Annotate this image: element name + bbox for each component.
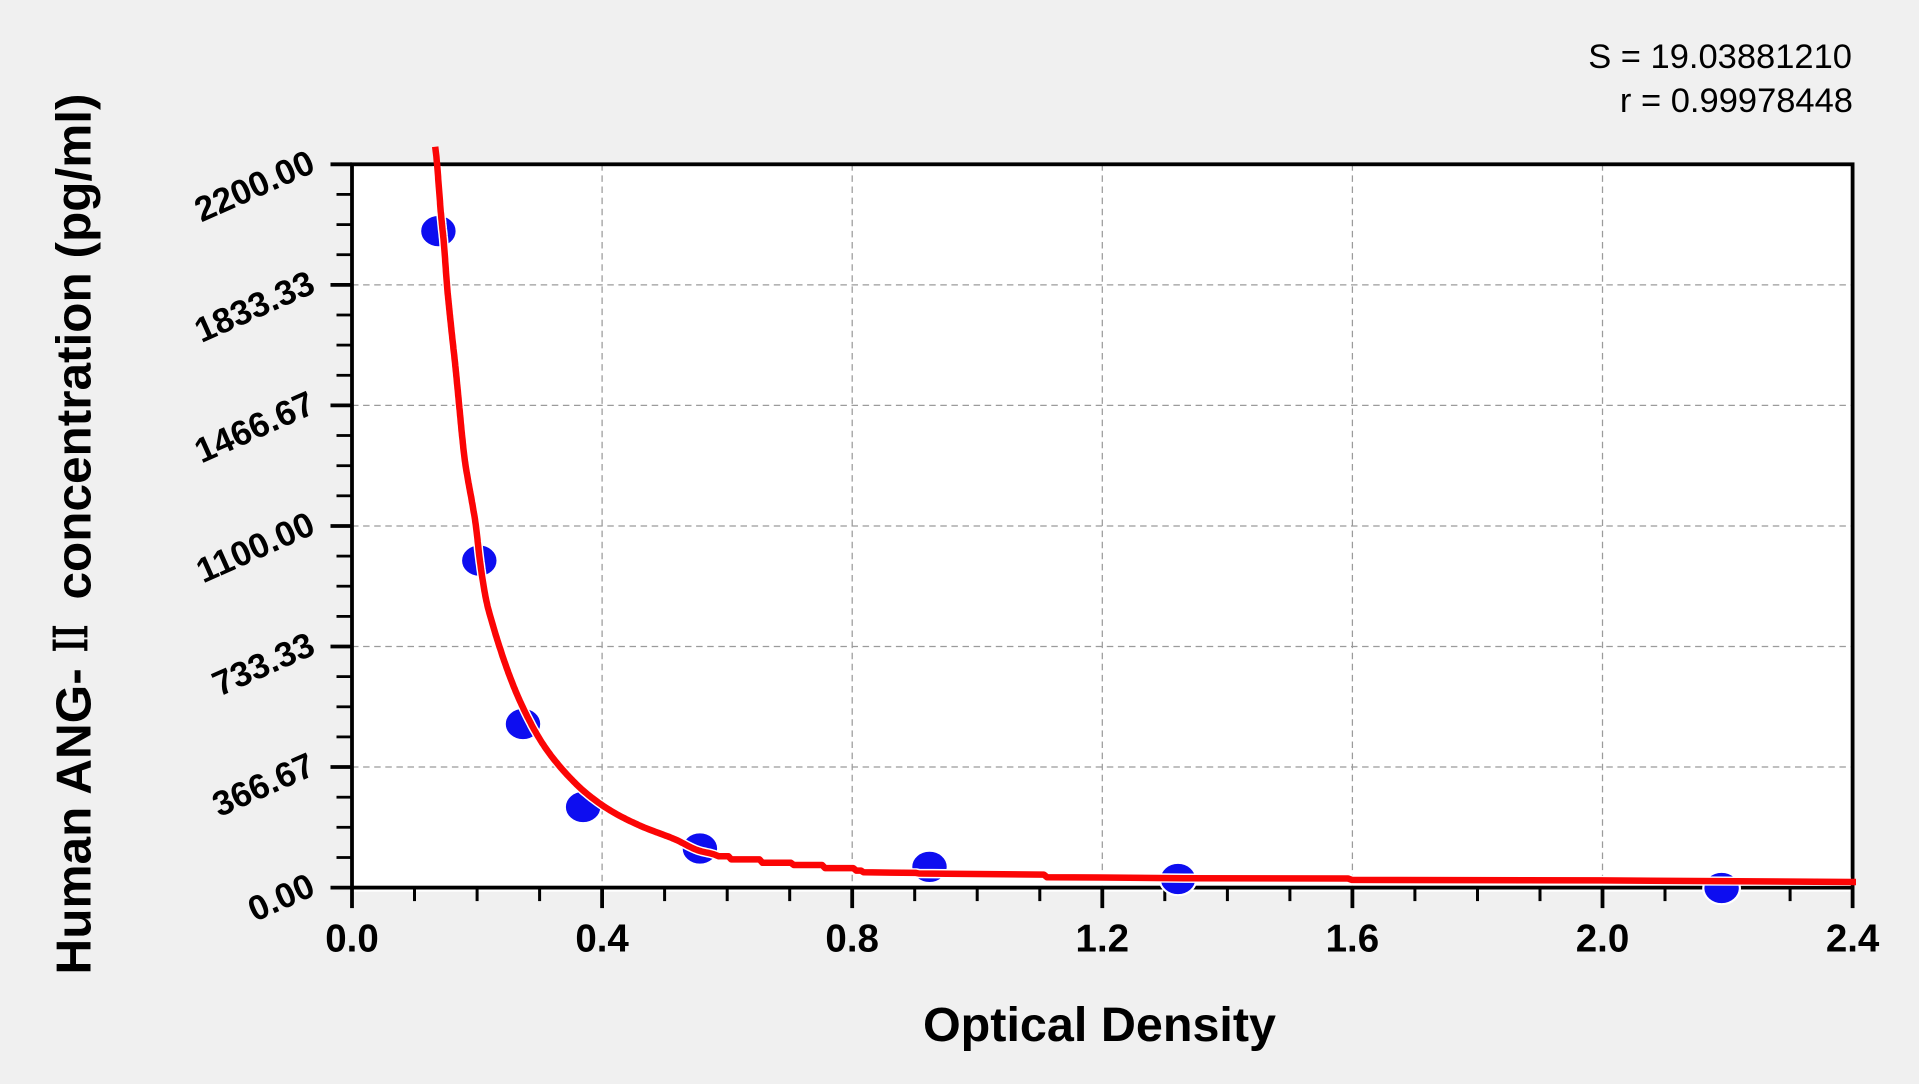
svg-text:1.6: 1.6 (1326, 918, 1380, 961)
svg-text:r = 0.99978448: r = 0.99978448 (1620, 82, 1853, 120)
svg-text:Human ANG- concentration (: Human ANG- concentration (pg/ml) (47, 94, 102, 975)
svg-text:1.2: 1.2 (1076, 918, 1130, 961)
svg-text:S = 19.03881210: S = 19.03881210 (1588, 38, 1852, 76)
svg-text:0.0: 0.0 (325, 918, 379, 961)
svg-text:Optical Density: Optical Density (923, 998, 1276, 1052)
svg-text:0.4: 0.4 (575, 918, 629, 961)
svg-text:2.0: 2.0 (1576, 918, 1630, 961)
svg-text:0.8: 0.8 (825, 918, 879, 961)
svg-text:2.4: 2.4 (1826, 918, 1880, 961)
